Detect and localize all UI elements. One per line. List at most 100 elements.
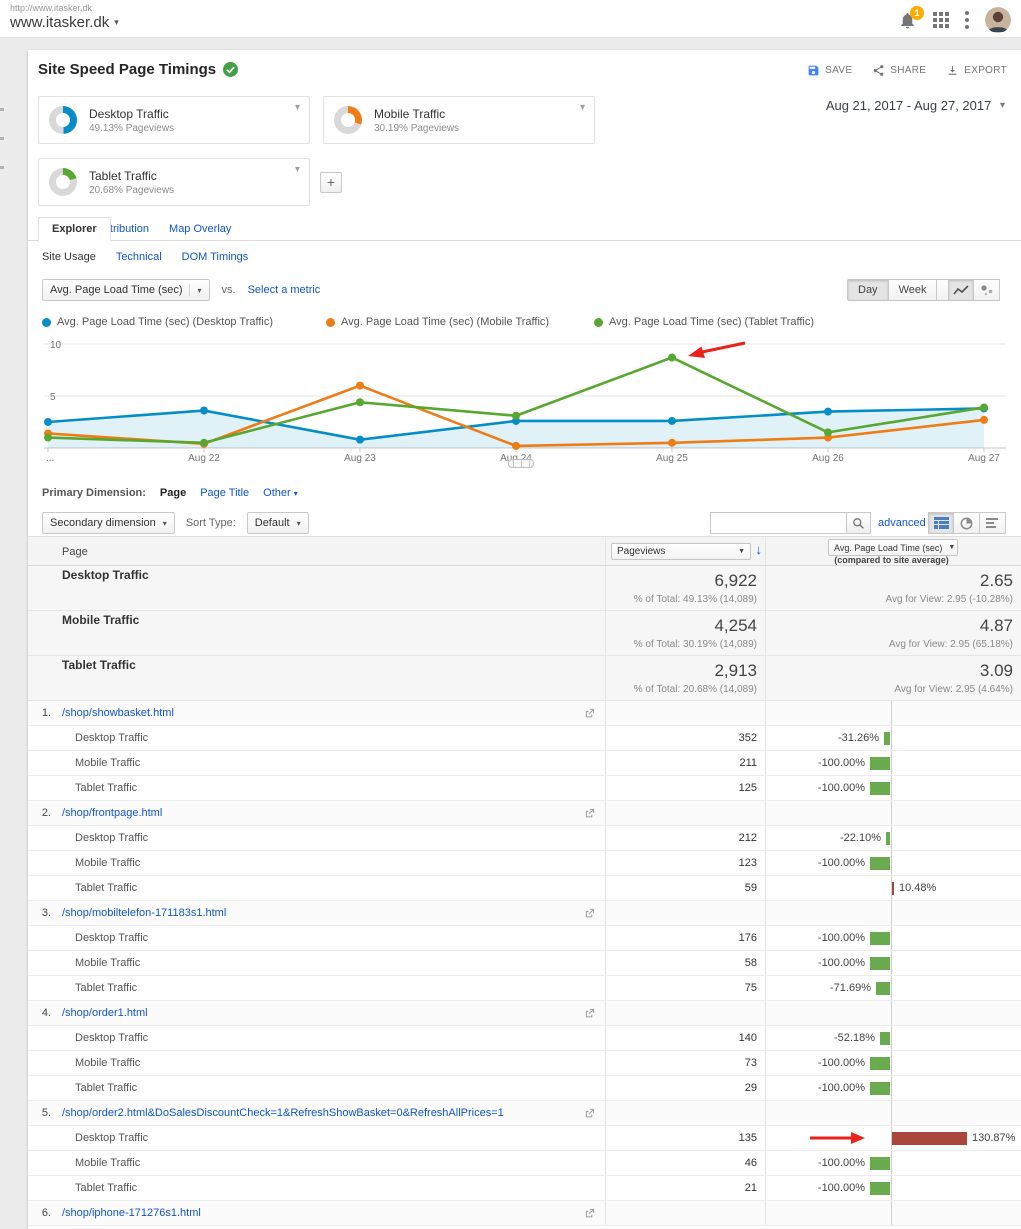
pageviews-cell: 211 bbox=[605, 751, 765, 775]
vs-label: vs. bbox=[221, 284, 236, 296]
more-options-button[interactable] bbox=[965, 11, 969, 29]
account-selector[interactable]: www.itasker.dk ▾ bbox=[10, 14, 119, 31]
apps-grid-button[interactable] bbox=[933, 12, 949, 28]
metric-axis bbox=[891, 926, 892, 950]
metric-cell bbox=[765, 901, 1021, 925]
secondary-dimension-label: Secondary dimension bbox=[50, 517, 156, 529]
page-link[interactable]: /shop/mobiltelefon-171183s1.html bbox=[62, 907, 227, 919]
granularity-week-button[interactable]: Week bbox=[888, 279, 938, 301]
motion-chart-view-button[interactable] bbox=[974, 279, 1000, 301]
external-link-icon[interactable] bbox=[584, 808, 595, 822]
chart-scroll-handle[interactable] bbox=[508, 459, 534, 468]
page-link[interactable]: /shop/order2.html&DoSalesDiscountCheck=1… bbox=[62, 1107, 504, 1119]
segment-row: Desktop Traffic 176 -100.00% bbox=[28, 926, 1021, 951]
export-button[interactable]: EXPORT bbox=[946, 64, 1007, 77]
segment-name: Mobile Traffic bbox=[374, 106, 446, 121]
dimension-other[interactable]: Other ▾ bbox=[263, 487, 298, 499]
metric-cell: -31.26% bbox=[765, 726, 1021, 750]
dimension-page[interactable]: Page bbox=[159, 487, 187, 499]
segment-row: Tablet Traffic 75 -71.69% bbox=[28, 976, 1021, 1001]
chevron-down-icon[interactable]: ▾ bbox=[579, 102, 585, 113]
svg-text:Aug 27: Aug 27 bbox=[968, 453, 1000, 464]
page-cell: Tablet Traffic bbox=[28, 876, 605, 900]
secondary-dimension-dropdown[interactable]: Secondary dimension ▾ bbox=[42, 512, 175, 534]
page-link[interactable]: /shop/iphone-171276s1.html bbox=[62, 1207, 201, 1219]
avatar[interactable] bbox=[985, 7, 1011, 33]
external-link-icon[interactable] bbox=[584, 1208, 595, 1222]
subtab-site-usage[interactable]: Site Usage bbox=[42, 251, 96, 263]
granularity-day-button[interactable]: Day bbox=[847, 279, 889, 301]
date-range-label: Aug 21, 2017 - Aug 27, 2017 bbox=[825, 98, 992, 113]
page-link[interactable]: /shop/frontpage.html bbox=[62, 807, 163, 819]
svg-text:Aug 25: Aug 25 bbox=[656, 453, 688, 464]
advanced-link[interactable]: advanced bbox=[878, 517, 926, 529]
metric-axis bbox=[891, 1176, 892, 1200]
chevron-down-icon[interactable]: ▾ bbox=[294, 164, 300, 175]
delta-bar bbox=[870, 1157, 890, 1170]
tab-explorer[interactable]: Explorer bbox=[38, 217, 111, 242]
legend-item-tablet: Avg. Page Load Time (sec) (Tablet Traffi… bbox=[594, 316, 814, 328]
summary-pageviews: 6,922 bbox=[714, 571, 757, 590]
tab-map-overlay[interactable]: Map Overlay bbox=[169, 223, 232, 235]
page-cell: Tablet Traffic bbox=[28, 776, 605, 800]
dimension-page-title[interactable]: Page Title bbox=[200, 487, 250, 499]
segment-name: Tablet Traffic bbox=[89, 168, 157, 183]
pageviews-cell: 29 bbox=[605, 1076, 765, 1100]
sort-direction-icon[interactable]: ↓ bbox=[755, 542, 763, 557]
delta-bar bbox=[870, 1057, 890, 1070]
metric-axis bbox=[891, 1076, 892, 1100]
page-cell: Mobile Traffic bbox=[28, 1151, 605, 1175]
save-button[interactable]: SAVE bbox=[807, 64, 852, 77]
primary-dimension-label: Primary Dimension: bbox=[42, 487, 146, 499]
dimension-other-label: Other bbox=[263, 487, 291, 499]
search-input[interactable] bbox=[710, 512, 846, 534]
delta-bar bbox=[892, 1132, 967, 1145]
subtab-dom-timings[interactable]: DOM Timings bbox=[181, 251, 249, 263]
segment-card-desktop[interactable]: Desktop Traffic 49.13% Pageviews ▾ bbox=[38, 96, 310, 144]
page-link[interactable]: /shop/showbasket.html bbox=[62, 707, 174, 719]
pageviews-value: 29 bbox=[744, 1082, 757, 1094]
pageviews-cell: 352 bbox=[605, 726, 765, 750]
segment-card-mobile[interactable]: Mobile Traffic 30.19% Pageviews ▾ bbox=[323, 96, 595, 144]
divider bbox=[189, 284, 191, 296]
select-metric-link[interactable]: Select a metric bbox=[247, 284, 321, 296]
metric-column-dropdown[interactable]: Avg. Page Load Time (sec) ▼ bbox=[828, 539, 958, 556]
svg-text:Aug 26: Aug 26 bbox=[812, 453, 844, 464]
segment-card-tablet[interactable]: Tablet Traffic 20.68% Pageviews ▾ bbox=[38, 158, 310, 206]
table-search bbox=[710, 512, 871, 534]
summary-metric: 3.09 bbox=[979, 661, 1013, 680]
chevron-down-icon: ▾ bbox=[296, 518, 301, 528]
performance-view-button[interactable] bbox=[980, 512, 1006, 534]
metric-axis bbox=[891, 701, 892, 725]
notifications-button[interactable]: 1 bbox=[898, 5, 924, 30]
summary-row-desktop: Desktop Traffic 6,922 % of Total: 49.13% … bbox=[28, 566, 1021, 611]
subtab-technical[interactable]: Technical bbox=[115, 251, 162, 263]
delta-bar bbox=[870, 1082, 890, 1095]
search-icon bbox=[853, 517, 864, 529]
metric-axis bbox=[891, 1151, 892, 1175]
share-icon bbox=[873, 65, 884, 76]
gutter-tick bbox=[0, 108, 4, 111]
metric-cell: -100.00% bbox=[765, 751, 1021, 775]
summary-row-tablet: Tablet Traffic 2,913 % of Total: 20.68% (… bbox=[28, 656, 1021, 701]
chevron-down-icon[interactable]: ▾ bbox=[294, 102, 300, 113]
external-link-icon[interactable] bbox=[584, 908, 595, 922]
segment-label: Desktop Traffic bbox=[75, 1132, 149, 1144]
add-segment-button[interactable]: + bbox=[320, 172, 342, 193]
segment-row: Mobile Traffic 58 -100.00% bbox=[28, 951, 1021, 976]
external-link-icon[interactable] bbox=[584, 708, 595, 722]
summary-name: Tablet Traffic bbox=[62, 658, 136, 672]
table-view-button[interactable] bbox=[928, 512, 954, 534]
share-button[interactable]: SHARE bbox=[872, 64, 926, 77]
date-range-selector[interactable]: Aug 21, 2017 - Aug 27, 2017 ▾ bbox=[826, 98, 1005, 113]
search-button[interactable] bbox=[846, 512, 871, 534]
external-link-icon[interactable] bbox=[584, 1108, 595, 1122]
metric-column-label: Avg. Page Load Time (sec) bbox=[834, 542, 943, 553]
page-link[interactable]: /shop/order1.html bbox=[62, 1007, 148, 1019]
metric-select-dropdown[interactable]: Avg. Page Load Time (sec) ▾ bbox=[42, 279, 210, 301]
sort-type-dropdown[interactable]: Default ▾ bbox=[246, 512, 309, 534]
percentage-view-button[interactable] bbox=[954, 512, 980, 534]
pageviews-column-dropdown[interactable]: Pageviews ▼ bbox=[611, 543, 751, 560]
line-chart-view-button[interactable] bbox=[948, 279, 974, 301]
external-link-icon[interactable] bbox=[584, 1008, 595, 1022]
